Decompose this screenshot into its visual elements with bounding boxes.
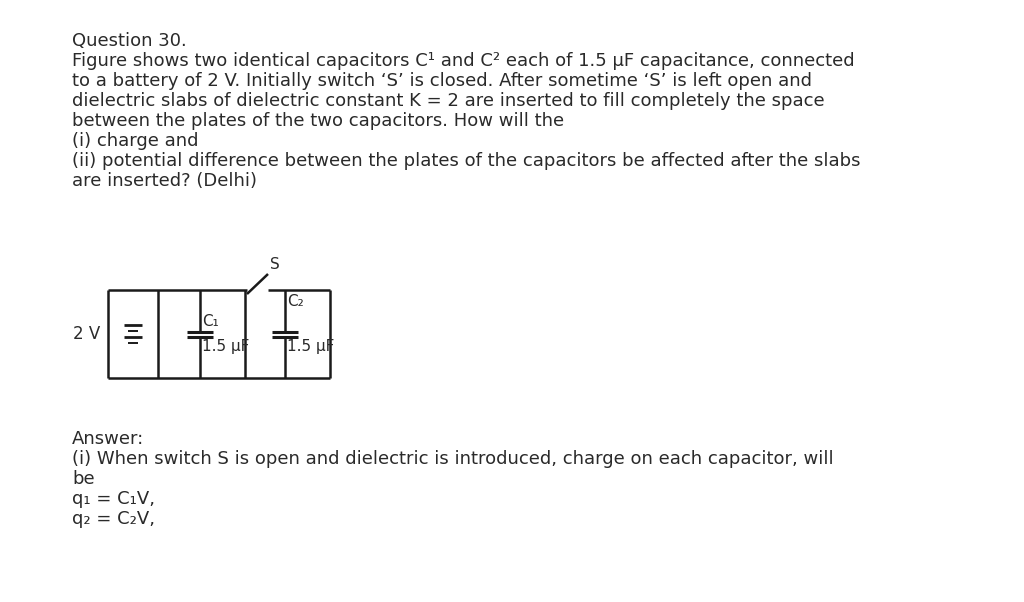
Text: dielectric slabs of dielectric constant K = 2 are inserted to fill completely th: dielectric slabs of dielectric constant …: [72, 92, 824, 110]
Text: 2 V: 2 V: [73, 325, 100, 343]
Text: C₂: C₂: [287, 294, 304, 309]
Text: to a battery of 2 V. Initially switch ‘S’ is closed. After sometime ‘S’ is left : to a battery of 2 V. Initially switch ‘S…: [72, 72, 812, 90]
Text: (i) charge and: (i) charge and: [72, 132, 199, 150]
Text: be: be: [72, 470, 94, 488]
Text: q₁ = C₁V,: q₁ = C₁V,: [72, 490, 155, 508]
Text: q₂ = C₂V,: q₂ = C₂V,: [72, 510, 155, 528]
Text: Answer:: Answer:: [72, 430, 144, 448]
Text: (i) When switch S is open and dielectric is introduced, charge on each capacitor: (i) When switch S is open and dielectric…: [72, 450, 834, 468]
Text: S: S: [270, 257, 280, 272]
Text: Figure shows two identical capacitors C¹ and C² each of 1.5 μF capacitance, conn: Figure shows two identical capacitors C¹…: [72, 52, 855, 70]
Text: (ii) potential difference between the plates of the capacitors be affected after: (ii) potential difference between the pl…: [72, 152, 860, 170]
Text: are inserted? (Delhi): are inserted? (Delhi): [72, 172, 257, 190]
Text: 1.5 μF: 1.5 μF: [287, 338, 335, 353]
Text: Question 30.: Question 30.: [72, 32, 186, 50]
Text: 1.5 μF: 1.5 μF: [202, 338, 250, 353]
Text: between the plates of the two capacitors. How will the: between the plates of the two capacitors…: [72, 112, 564, 130]
Text: C₁: C₁: [202, 314, 219, 329]
